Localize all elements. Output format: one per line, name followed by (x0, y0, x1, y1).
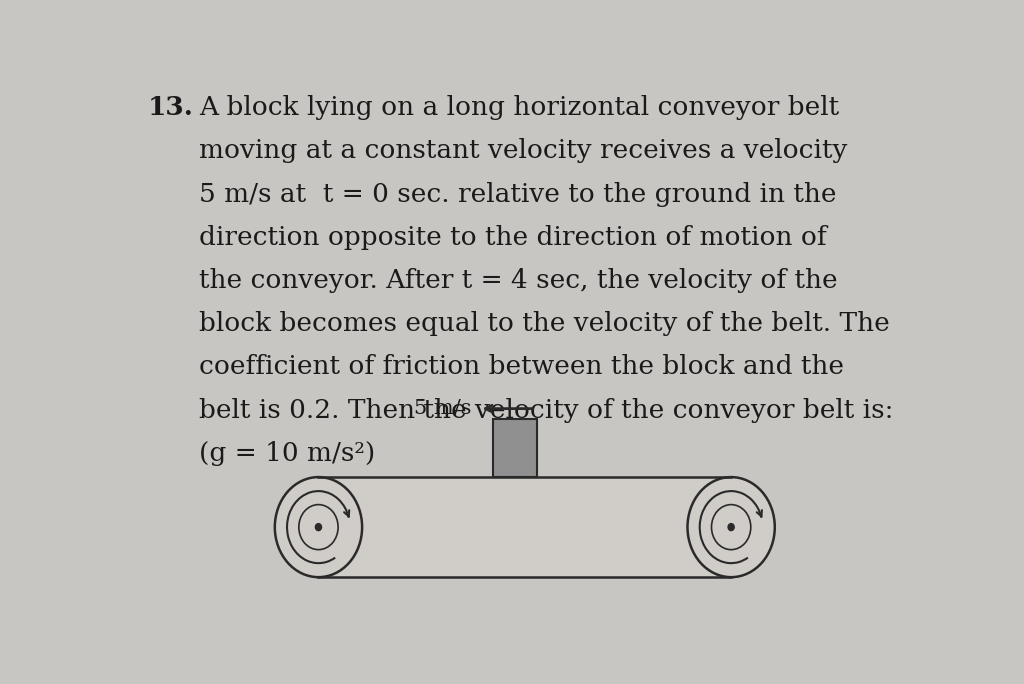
Ellipse shape (274, 477, 362, 577)
Text: 13.: 13. (147, 95, 194, 120)
Ellipse shape (299, 505, 338, 550)
Bar (494, 419, 537, 477)
Ellipse shape (687, 477, 775, 577)
Text: belt is 0.2. Then the velocity of the conveyor belt is:: belt is 0.2. Then the velocity of the co… (200, 397, 894, 423)
Bar (318, 477, 731, 577)
Ellipse shape (712, 505, 751, 550)
Text: (g = 10 m/s²): (g = 10 m/s²) (200, 440, 376, 466)
Text: moving at a constant velocity receives a velocity: moving at a constant velocity receives a… (200, 138, 848, 163)
Ellipse shape (728, 524, 734, 531)
Text: the conveyor. After t = 4 sec, the velocity of the: the conveyor. After t = 4 sec, the veloc… (200, 268, 838, 293)
Text: coefficient of friction between the block and the: coefficient of friction between the bloc… (200, 354, 845, 380)
Text: 5 m/s: 5 m/s (414, 399, 472, 418)
Text: direction opposite to the direction of motion of: direction opposite to the direction of m… (200, 225, 827, 250)
Ellipse shape (315, 524, 322, 531)
Text: A block lying on a long horizontal conveyor belt: A block lying on a long horizontal conve… (200, 95, 840, 120)
Text: 5 m/s at  t = 0 sec. relative to the ground in the: 5 m/s at t = 0 sec. relative to the grou… (200, 182, 837, 207)
Text: block becomes equal to the velocity of the belt. The: block becomes equal to the velocity of t… (200, 311, 890, 336)
